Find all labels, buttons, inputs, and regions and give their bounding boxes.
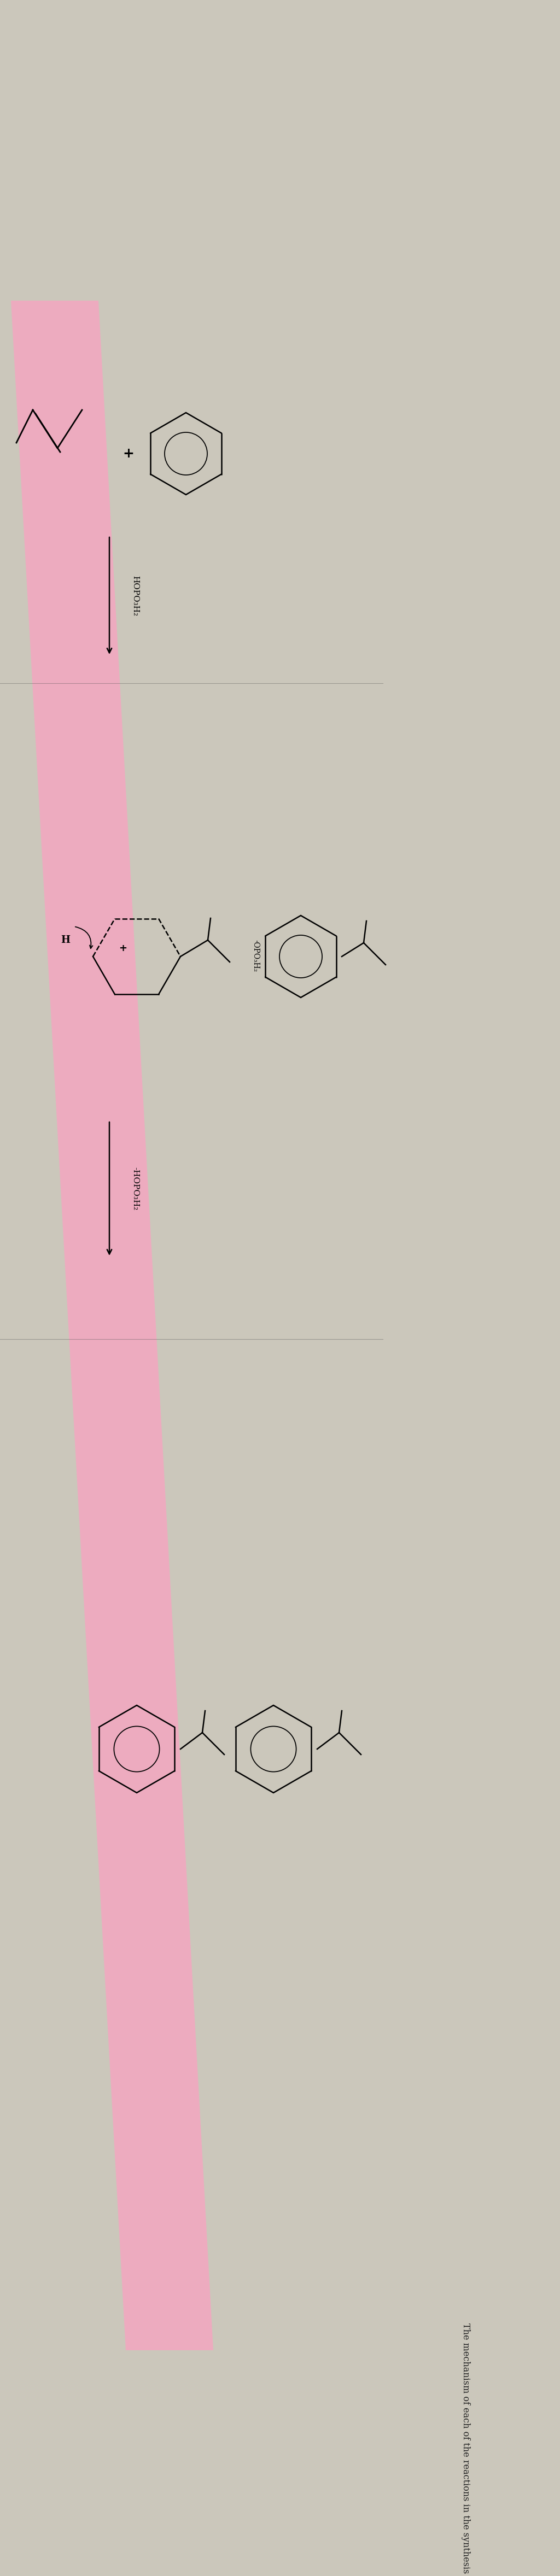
Text: The mechanism of each of the reactions in the synthesis of phenol from benzene a: The mechanism of each of the reactions i… (461, 2324, 470, 2576)
Polygon shape (11, 301, 213, 2349)
Text: HOPO₃H₂: HOPO₃H₂ (131, 574, 139, 616)
Text: ·OPO₃H₂: ·OPO₃H₂ (251, 940, 259, 974)
Text: +: + (123, 448, 134, 461)
Text: -HOPO₃H₂: -HOPO₃H₂ (131, 1167, 139, 1211)
Text: +: + (119, 943, 127, 953)
Text: H: H (61, 935, 70, 945)
